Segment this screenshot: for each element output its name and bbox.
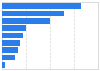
Bar	[2, 25, 26, 31]
Bar	[2, 3, 81, 9]
Bar	[2, 62, 5, 68]
Bar	[2, 33, 23, 38]
Bar	[2, 11, 64, 16]
Bar	[2, 55, 15, 60]
Bar	[2, 47, 18, 53]
Bar	[2, 18, 50, 24]
Bar	[2, 40, 20, 46]
